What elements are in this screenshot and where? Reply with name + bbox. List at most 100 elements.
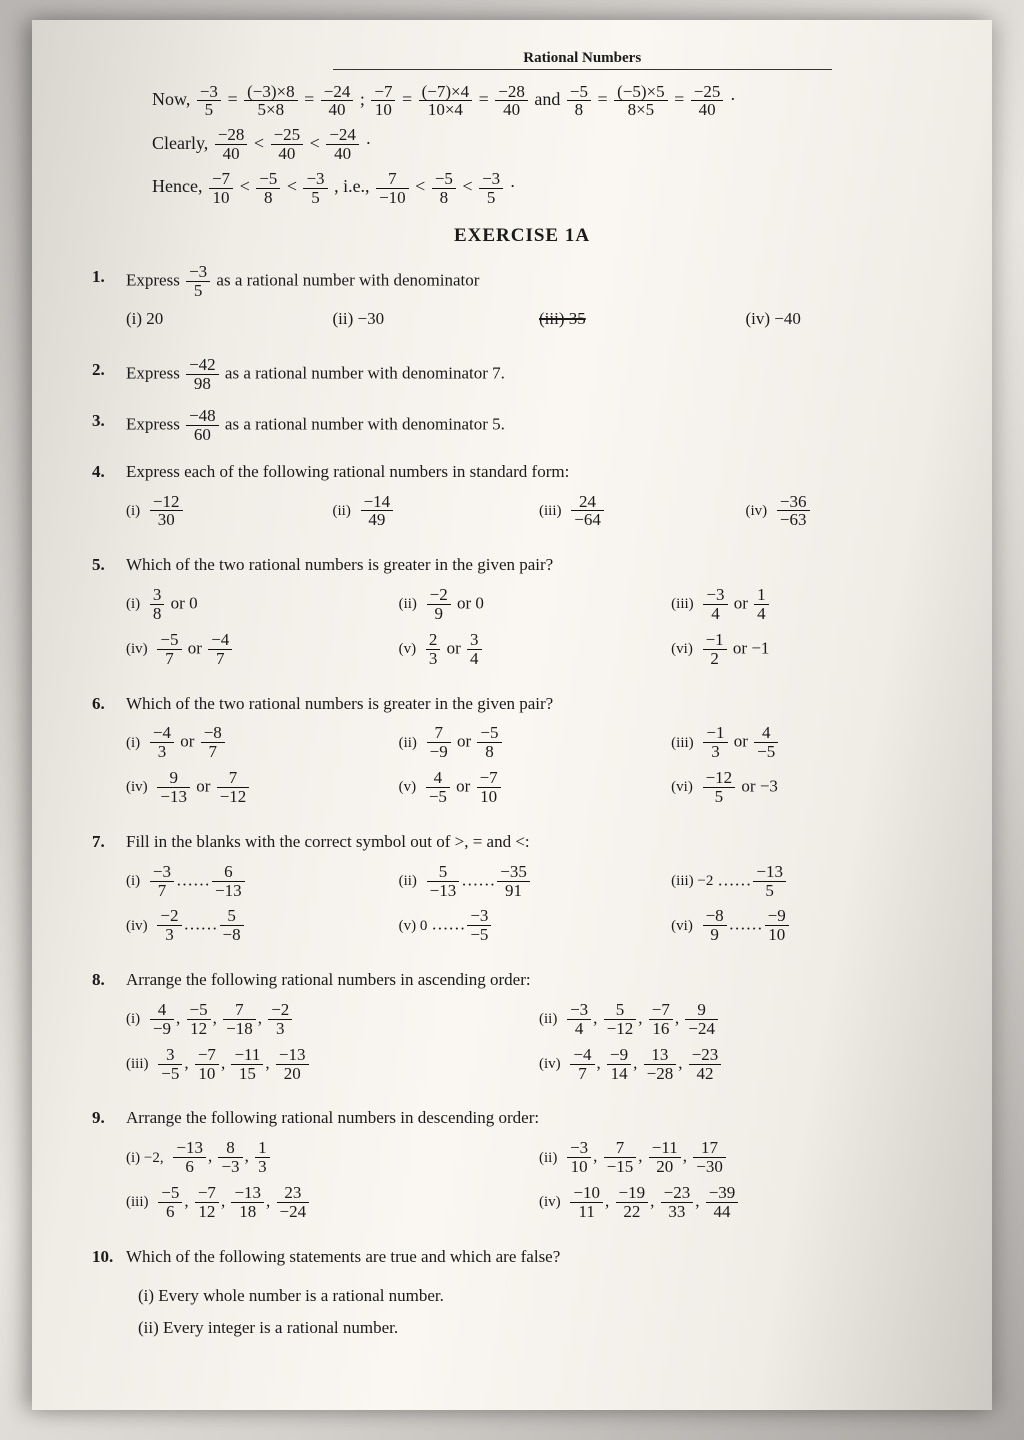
den: 49 [361, 511, 394, 529]
text: or [176, 732, 199, 751]
option: (i) −1230 [126, 493, 333, 530]
option: (iv) −23……5−8 [126, 907, 399, 944]
value: −3 [760, 776, 778, 795]
den: 4 [567, 1020, 591, 1038]
label: (iv) [539, 1056, 564, 1072]
num: 1 [754, 586, 769, 605]
num: −2 [268, 1001, 292, 1020]
num: −7 [209, 170, 233, 189]
question-7: Fill in the blanks with the correct symb… [92, 828, 952, 952]
num: −13 [231, 1184, 264, 1203]
text: or [729, 638, 752, 657]
den: 20 [649, 1158, 681, 1176]
blank: …… [717, 870, 751, 889]
num: −39 [706, 1184, 739, 1203]
den: 40 [321, 101, 354, 119]
text: , i.e., [334, 176, 374, 196]
num: 9 [685, 1001, 718, 1020]
den: −13 [212, 882, 245, 900]
den: 5 [197, 101, 221, 119]
den: 10 [209, 189, 233, 207]
den: 8×5 [614, 101, 668, 119]
den: 4 [703, 605, 727, 623]
label: (ii) [333, 503, 355, 519]
num: −3 [150, 863, 174, 882]
num: 9 [157, 769, 190, 788]
den: 10 [765, 926, 789, 944]
num: −23 [661, 1184, 694, 1203]
den: 16 [649, 1020, 673, 1038]
num: (−5)×5 [614, 83, 668, 102]
num: −11 [231, 1046, 263, 1065]
den: 5 [479, 189, 503, 207]
blank: …… [729, 915, 763, 934]
sep: , [221, 1191, 230, 1210]
den: −12 [217, 788, 250, 806]
label: Clearly, [152, 133, 213, 153]
den: 5 [703, 788, 736, 806]
label: (ii) [539, 1150, 561, 1166]
sep: , [678, 1053, 687, 1072]
num: −28 [495, 83, 528, 102]
text: as a rational number with denominator 7. [225, 364, 505, 383]
chapter-header: Rational Numbers [333, 50, 832, 70]
option: (vi) −125 or −3 [671, 769, 944, 806]
num: −13 [173, 1139, 206, 1158]
num: −7 [371, 83, 395, 102]
den: 5 [303, 189, 327, 207]
den: 9 [703, 926, 727, 944]
den: 5 [753, 882, 786, 900]
num: 5 [427, 863, 460, 882]
text: or [730, 732, 753, 751]
exercise-title: EXERCISE 1A [92, 225, 952, 247]
label: (vi) [671, 779, 696, 795]
option: (iii) 35 [539, 305, 746, 334]
blank: …… [431, 915, 465, 934]
den: 10 [477, 788, 501, 806]
option: (iv) −47, −914, 13−28, −2342 [539, 1046, 952, 1083]
den: 3 [157, 926, 181, 944]
den: 10 [567, 1158, 591, 1176]
num: −4 [150, 724, 174, 743]
num: −9 [765, 907, 789, 926]
sep: , [184, 1053, 193, 1072]
sep: , [650, 1191, 659, 1210]
num: −4 [208, 631, 232, 650]
label: (iv) [539, 1194, 564, 1210]
option: (i) −2, −136, 8−3, 13 [126, 1139, 539, 1176]
label: (v) 0 [399, 918, 428, 934]
option: (iv) −57 or −47 [126, 631, 399, 668]
den: 9 [427, 605, 451, 623]
text: as a rational number with denominator [216, 270, 479, 289]
den: −30 [693, 1158, 726, 1176]
label: (iii) [126, 1056, 152, 1072]
den: 8 [150, 605, 165, 623]
num: −5 [567, 83, 591, 102]
den: −12 [604, 1020, 637, 1038]
num: −14 [361, 493, 394, 512]
question-2: Express −4298 as a rational number with … [92, 356, 952, 393]
den: −9 [427, 743, 451, 761]
question-list: Express −35 as a rational number with de… [92, 263, 952, 1344]
sep: , [638, 1008, 647, 1027]
value: 0 [189, 593, 198, 612]
num: −35 [497, 863, 530, 882]
label: (iii) [671, 735, 697, 751]
den: 4 [467, 650, 482, 668]
question-3: Express −4860 as a rational number with … [92, 407, 952, 444]
label: (i) [126, 596, 144, 612]
option: (iii) −34 or 14 [671, 586, 944, 623]
label: Hence, [152, 176, 207, 196]
num: −5 [256, 170, 280, 189]
question-1: Express −35 as a rational number with de… [92, 263, 952, 343]
num: −3 [467, 907, 491, 926]
sep: , [638, 1147, 647, 1166]
question-8: Arrange the following rational numbers i… [92, 966, 952, 1090]
den: 8 [432, 189, 456, 207]
option: (iv) −1011, −1922, −2333, −3944 [539, 1184, 952, 1221]
sep: , [176, 1008, 185, 1027]
num: −19 [616, 1184, 649, 1203]
num: −5 [157, 631, 181, 650]
sep: , [258, 1008, 267, 1027]
label: (ii) [399, 735, 421, 751]
